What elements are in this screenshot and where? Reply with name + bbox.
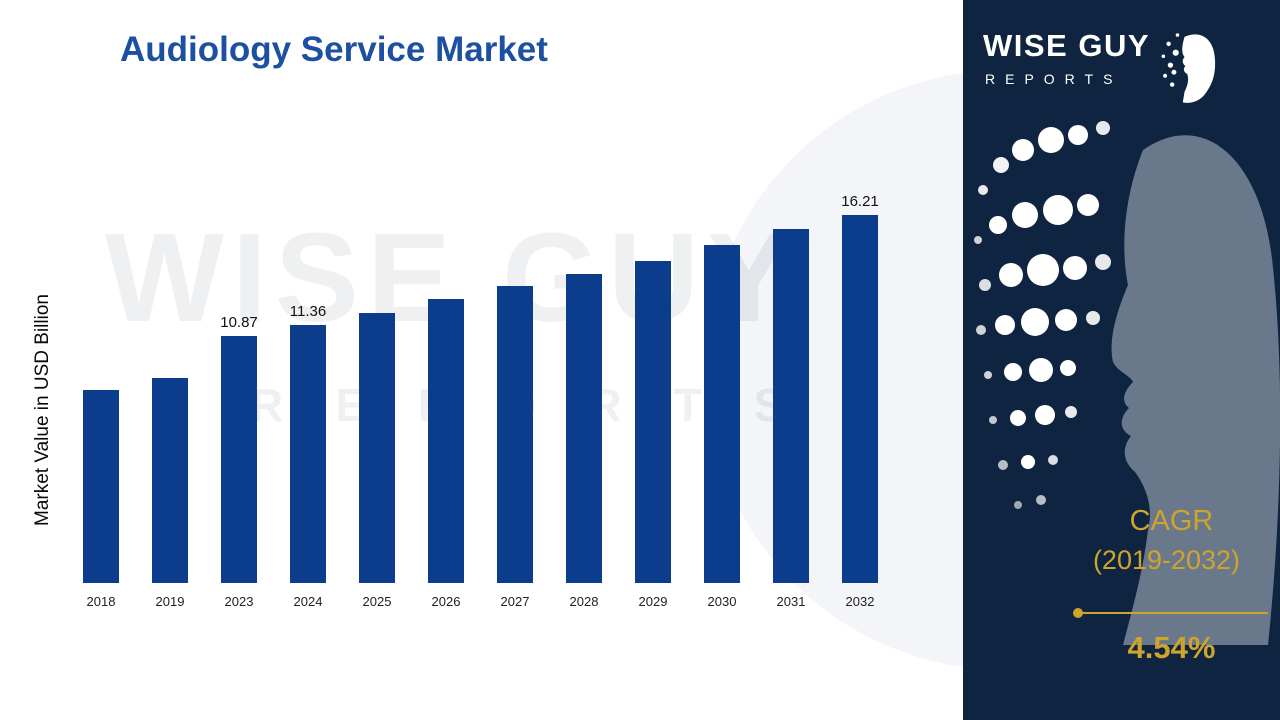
bar-value-label: 10.87 [220,314,258,331]
bar-group: 16.21 2032 [841,188,879,609]
bar-2024 [290,325,326,583]
cagr-value: 4.54% [1127,630,1216,665]
chart-title: Audiology Service Market [120,30,548,69]
dotted-face-decoration [974,121,1280,645]
x-axis-label: 2032 [845,594,875,609]
bar-2018 [83,390,119,583]
x-axis-label: 2027 [500,594,530,609]
bar-value-label: 16.21 [841,193,879,210]
x-axis-label: 2018 [86,594,116,609]
cagr-label: CAGR [1129,505,1214,537]
x-axis-label: 2029 [638,594,668,609]
brand-logo: WISE GUY REPORTS [983,28,1274,108]
bar-2025 [359,313,395,583]
x-axis-label: 2019 [155,594,185,609]
bar-2019 [152,378,188,583]
x-axis-label: 2025 [362,594,392,609]
bar-group: 2030 [704,188,740,609]
bar-2032 [842,215,878,583]
bar-group: 2018 [83,188,119,609]
brand-logo-text: WISE GUY REPORTS [983,28,1150,87]
bar-2026 [428,299,464,583]
brand-panel: WISE GUY REPORTS CAGR (2019-2032) 4.54% [963,0,1280,720]
bar-2027 [497,286,533,583]
bar-group: 2025 [359,188,395,609]
x-axis-label: 2028 [569,594,599,609]
bar-2028 [566,274,602,583]
brand-subname: REPORTS [985,71,1123,87]
x-axis-label: 2031 [776,594,806,609]
bar-2023 [221,336,257,583]
bar-2029 [635,261,671,583]
brand-name: WISE GUY [983,28,1151,63]
x-axis-label: 2030 [707,594,737,609]
bar-group: 10.87 2023 [220,188,258,609]
bar-2030 [704,245,740,583]
bar-group: 2026 [428,188,464,609]
bar-value-label: 11.36 [289,303,327,320]
bar-group: 2031 [773,188,809,609]
y-axis-label: Market Value in USD Billion [32,294,53,527]
logo-face-icon [1161,33,1216,103]
bar-group: 2027 [497,188,533,609]
x-axis-label: 2026 [431,594,461,609]
bar-group: 2029 [635,188,671,609]
bar-chart: 2018 2019 10.87 2023 11.36 2024 2025 2026 2027 20… [83,188,879,609]
bar-group: 2028 [566,188,602,609]
x-axis-label: 2024 [293,594,323,609]
bar-group: 11.36 2024 [289,188,327,609]
cagr-range: (2019-2032) [1092,545,1241,575]
bar-2031 [773,229,809,583]
cagr-block: CAGR (2019-2032) 4.54% [963,0,1280,720]
cagr-underline [1073,608,1268,618]
bar-group: 2019 [152,188,188,609]
x-axis-label: 2023 [224,594,254,609]
